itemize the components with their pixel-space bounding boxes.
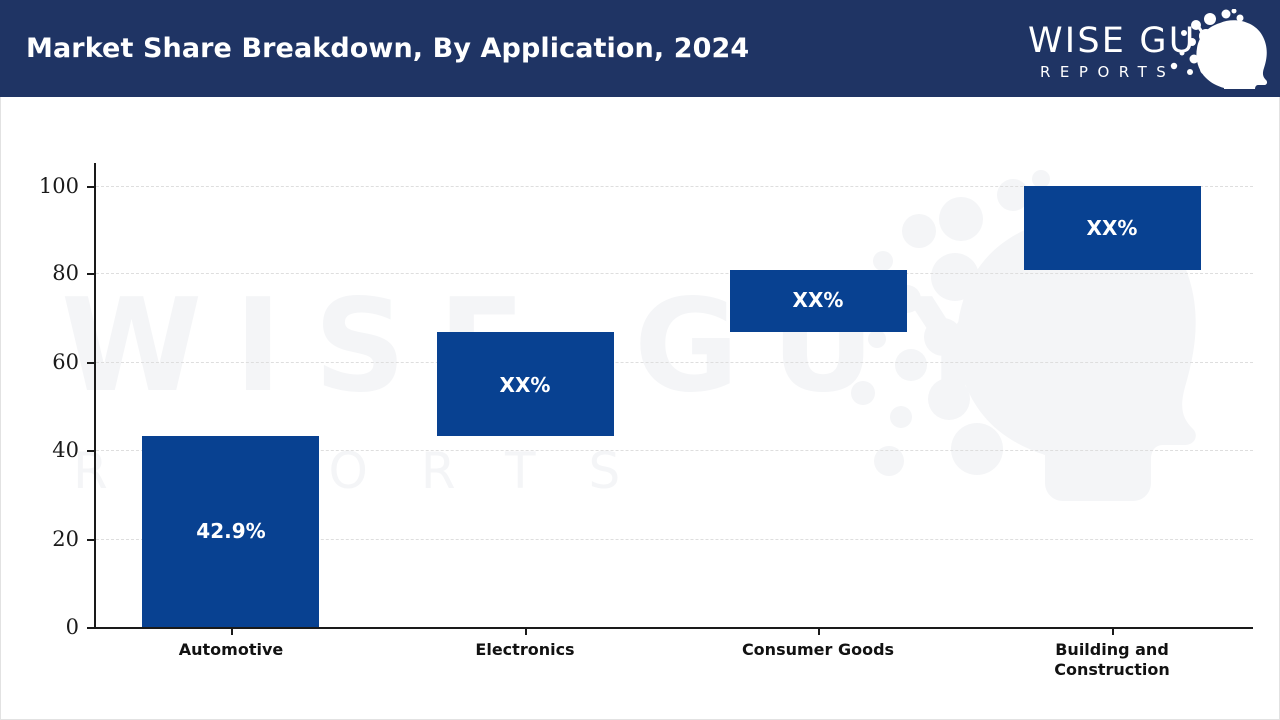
page-title: Market Share Breakdown, By Application, …	[26, 33, 750, 64]
y-tick-label-40: 40	[52, 438, 79, 462]
y-tick-label-20: 20	[52, 527, 79, 551]
bar-label-automotive: 42.9%	[196, 519, 266, 543]
gridline-80	[96, 273, 1253, 274]
x-tickmark-automotive	[231, 627, 233, 635]
y-tick-label-80: 80	[52, 261, 79, 285]
bar-consumer-goods[interactable]	[730, 270, 907, 332]
y-axis	[94, 163, 96, 628]
gridline-40	[96, 450, 1253, 451]
y-tickmark-80	[87, 273, 95, 275]
gridline-20	[96, 539, 1253, 540]
bar-label-electronics: XX%	[499, 373, 551, 397]
x-tickmark-electronics	[525, 627, 527, 635]
bar-label-consumer-goods: XX%	[792, 288, 844, 312]
wise-guy-reports-logo-icon: WISE GUY REPORTS	[1028, 8, 1268, 89]
y-tickmark-40	[87, 450, 95, 452]
x-tickmark-consumer-goods	[818, 627, 820, 635]
gridline-100	[96, 186, 1253, 187]
brand-logo: WISE GUY REPORTS	[1022, 6, 1274, 92]
svg-text:REPORTS: REPORTS	[1040, 63, 1175, 81]
y-tickmark-20	[87, 539, 95, 541]
x-label-automotive: Automotive	[178, 640, 284, 659]
x-label-building-and-construction: Building and Construction	[1054, 640, 1170, 680]
gridline-60	[96, 362, 1253, 363]
y-tickmark-60	[87, 362, 95, 364]
y-tick-label-100: 100	[38, 174, 79, 198]
page-header: Market Share Breakdown, By Application, …	[0, 0, 1280, 97]
bar-automotive[interactable]	[142, 436, 319, 627]
chart-card: WISE GUY REPORTS	[0, 97, 1280, 720]
bar-electronics[interactable]	[437, 332, 614, 436]
plot-area: 100 80 60 40 20 0 42.9% XX% XX% XX%	[1, 97, 1279, 719]
x-axis	[94, 627, 1253, 629]
y-tick-label-60: 60	[52, 350, 79, 374]
y-tickmark-0	[87, 627, 95, 629]
svg-text:WISE GUY: WISE GUY	[1028, 21, 1220, 61]
y-tickmark-100	[87, 186, 95, 188]
x-label-consumer-goods: Consumer Goods	[741, 640, 895, 659]
x-tickmark-building-and-construction	[1112, 627, 1114, 635]
y-tick-label-0: 0	[65, 615, 79, 639]
bar-label-building-and-construction: XX%	[1086, 216, 1138, 240]
x-label-electronics: Electronics	[475, 640, 575, 659]
